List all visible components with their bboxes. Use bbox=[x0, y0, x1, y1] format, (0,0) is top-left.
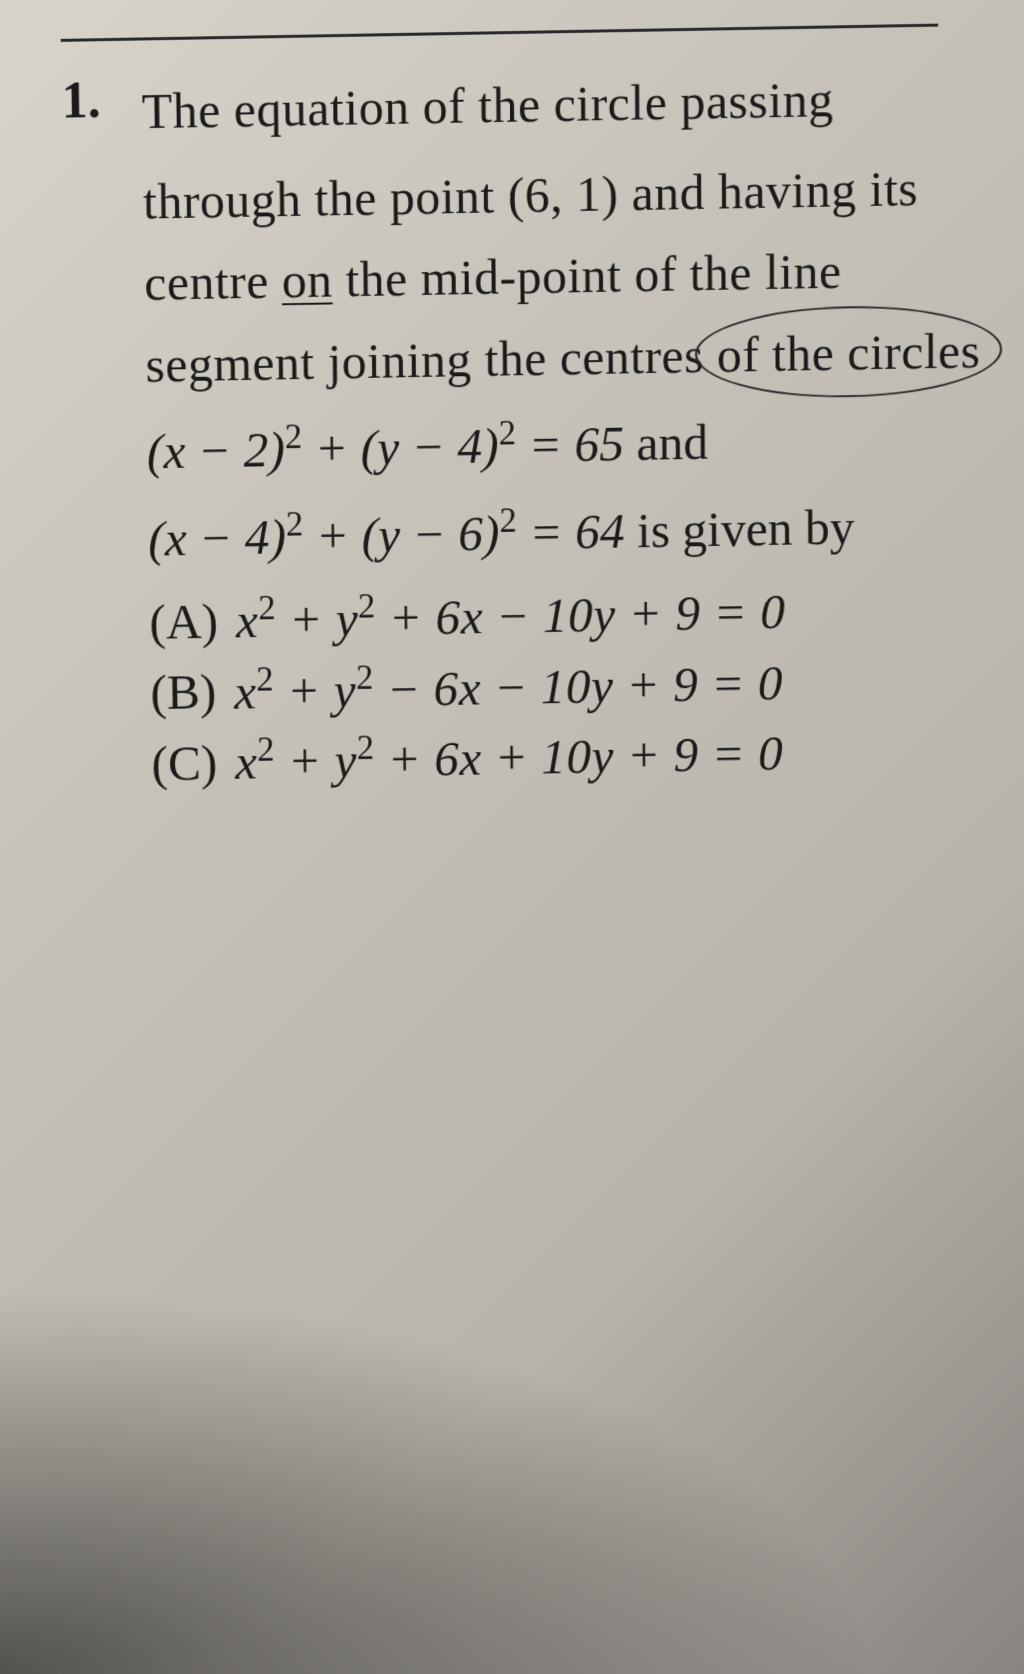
equation-1: (x − 2)2 + (y − 4)2 = 65 and bbox=[146, 397, 984, 493]
question-line-3b: the mid-point of the line bbox=[332, 243, 841, 307]
equation-2: (x − 4)2 + (y − 6)2 = 64 is given by bbox=[148, 484, 985, 579]
option-a[interactable]: (A) x2 + y2 + 6x − 10y + 9 = 0 bbox=[149, 577, 984, 651]
option-b[interactable]: (B) x2 + y2 − 6x − 10y + 9 = 0 bbox=[150, 648, 984, 722]
option-b-text: x2 + y2 − 6x − 10y + 9 = 0 bbox=[234, 651, 783, 720]
option-a-label: (A) bbox=[149, 592, 218, 650]
option-c-text: x2 + y2 + 6x + 10y + 9 = 0 bbox=[235, 722, 784, 790]
option-a-text: x2 + y2 + 6x − 10y + 9 = 0 bbox=[235, 580, 785, 649]
question-line-4a: segment joining the centres bbox=[145, 327, 717, 392]
question-line-2: through the point (6, 1) and having its bbox=[142, 146, 984, 243]
question-line-1: The equation of the circle passing bbox=[141, 58, 834, 152]
question-line-4: segment joining the centres of the circl… bbox=[145, 309, 984, 405]
question-row: 1. The equation of the circle passing bbox=[61, 56, 984, 154]
circled-phrase: of the circles bbox=[717, 309, 981, 395]
question-number: 1. bbox=[61, 71, 112, 131]
page: 1. The equation of the circle passing th… bbox=[0, 0, 1024, 1625]
underline-on: on bbox=[281, 252, 332, 308]
question-line-3: centre on the mid-point of the line bbox=[144, 228, 985, 324]
option-b-label: (B) bbox=[150, 663, 217, 721]
top-divider bbox=[61, 24, 938, 42]
option-c-label: (C) bbox=[151, 734, 218, 792]
option-c[interactable]: (C) x2 + y2 + 6x + 10y + 9 = 0 bbox=[151, 718, 984, 791]
question-line-3a: centre bbox=[144, 253, 282, 311]
